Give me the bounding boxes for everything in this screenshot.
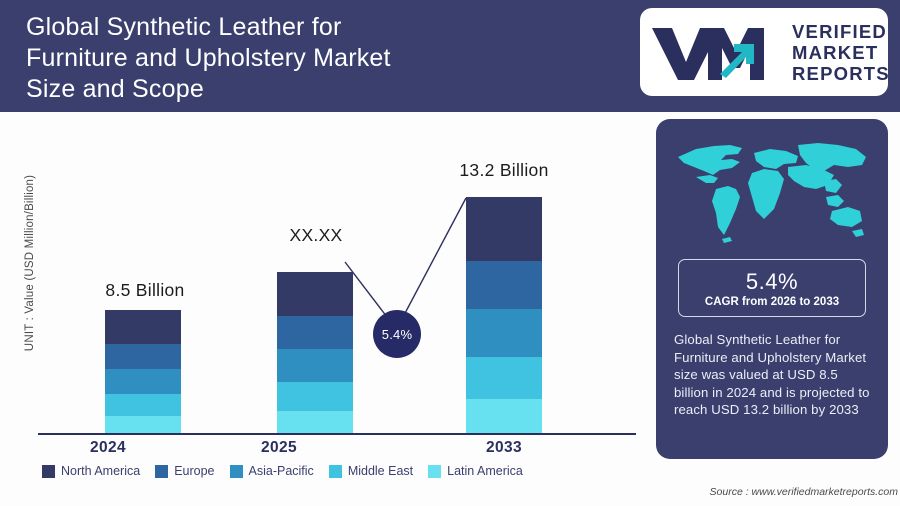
cagr-caption: CAGR from 2026 to 2033 [704, 295, 840, 308]
source-note: Source : www.verifiedmarketreports.com [709, 486, 898, 498]
bar-segment-asia-pacific[interactable] [105, 369, 181, 394]
chart-legend: North America Europe Asia-Pacific Middle Ea… [42, 464, 612, 478]
cagr-card: 5.4% CAGR from 2026 to 2033 [678, 259, 866, 317]
legend-label: Asia-Pacific [248, 464, 314, 478]
legend-item[interactable]: Latin America [428, 464, 523, 478]
brand-logo[interactable]: VERIFIED MARKET REPORTS [640, 8, 890, 96]
legend-swatch-icon [229, 464, 243, 478]
x-label-2033: 2033 [485, 439, 523, 456]
legend-item[interactable]: Europe [155, 464, 215, 478]
bar-segment-middle-east[interactable] [277, 382, 353, 411]
legend-item[interactable]: Asia-Pacific [229, 464, 314, 478]
bar-segment-latin-america[interactable] [466, 399, 542, 433]
legend-label: Europe [174, 464, 215, 478]
x-label-2024: 2024 [89, 439, 127, 456]
bar-segment-north-america[interactable] [105, 310, 181, 344]
bar-segment-europe[interactable] [466, 261, 542, 309]
bar-segment-europe[interactable] [105, 344, 181, 369]
x-axis-line [38, 433, 636, 435]
bar-segment-north-america[interactable] [277, 272, 353, 316]
cagr-value: 5.4% [745, 268, 799, 294]
legend-label: North America [61, 464, 141, 478]
bar-segment-latin-america[interactable] [277, 411, 353, 433]
bar-segment-europe[interactable] [277, 316, 353, 349]
logo-wordmark: VERIFIED MARKET REPORTS [792, 20, 890, 84]
cagr-bubble: 5.4% [373, 310, 421, 358]
world-map-icon [678, 143, 866, 243]
legend-swatch-icon [155, 464, 169, 478]
bar-value-2024: 8.5 Billion [105, 280, 185, 300]
stacked-bar-chart: UNIT : Value (USD Million/Billion) 8.5 B… [0, 112, 640, 506]
bar-2033[interactable] [466, 197, 542, 433]
legend-item[interactable]: North America [42, 464, 140, 478]
bar-value-2025: XX.XX [289, 225, 343, 245]
bar-value-2033: 13.2 Billion [459, 160, 549, 180]
bar-2024[interactable] [105, 310, 181, 433]
bar-segment-middle-east[interactable] [466, 357, 542, 399]
legend-label: Latin America [447, 464, 523, 478]
x-label-2025: 2025 [260, 439, 298, 456]
legend-item[interactable]: Middle East [328, 464, 414, 478]
bar-2025[interactable] [277, 272, 353, 433]
bar-segment-latin-america[interactable] [105, 416, 181, 433]
legend-swatch-icon [42, 464, 55, 478]
vmr-logo-icon [652, 28, 764, 80]
bar-segment-north-america[interactable] [466, 197, 542, 261]
cagr-bubble-text: 5.4% [381, 326, 413, 342]
legend-swatch-icon [428, 464, 442, 478]
side-panel: 5.4% CAGR from 2026 to 2033 Global Synth… [656, 119, 888, 459]
legend-label: Middle East [347, 464, 414, 478]
market-description: Global Synthetic Leather for Furniture a… [674, 332, 870, 418]
bar-segment-asia-pacific[interactable] [466, 309, 542, 357]
y-axis-label: UNIT : Value (USD Million/Billion) [24, 174, 36, 352]
page-title: Global Synthetic Leather for Furniture a… [26, 13, 391, 103]
bar-segment-asia-pacific[interactable] [277, 349, 353, 382]
bar-segment-middle-east[interactable] [105, 394, 181, 416]
legend-swatch-icon [328, 464, 342, 478]
